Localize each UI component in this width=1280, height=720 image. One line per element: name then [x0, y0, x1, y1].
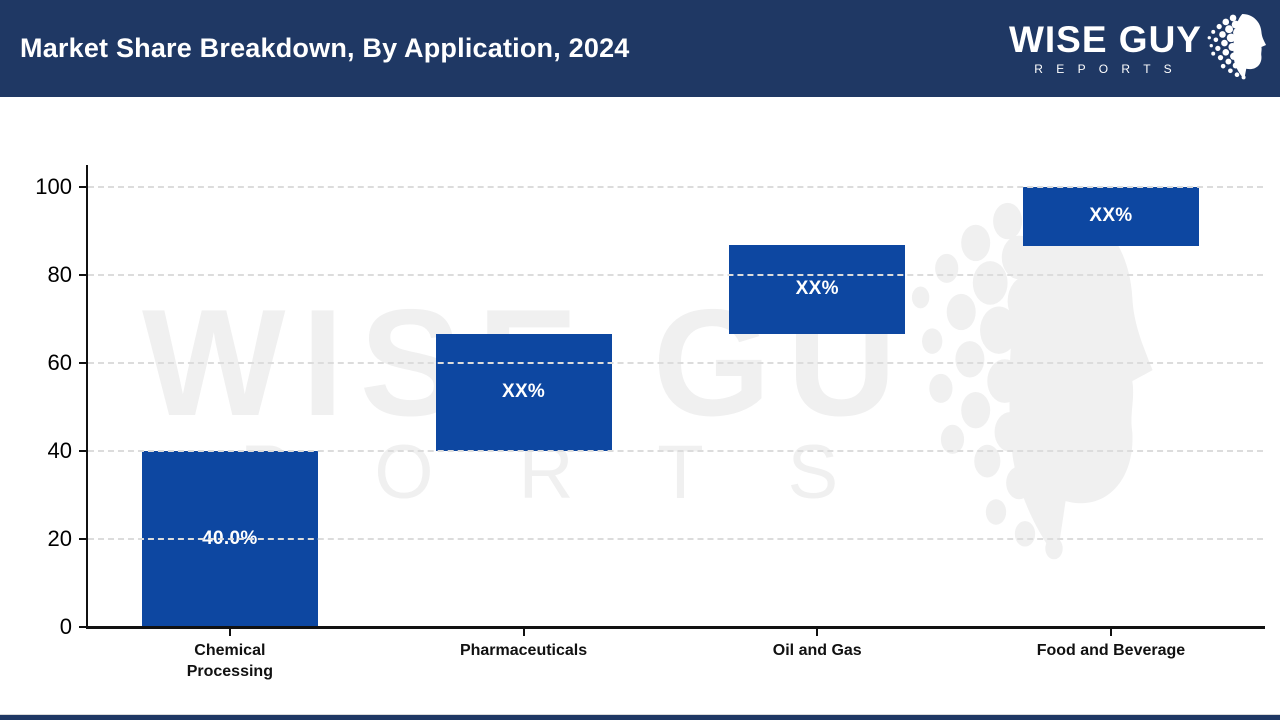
y-tick-mark-80 — [79, 274, 87, 276]
x-tick-mark-chemical-processing — [228, 629, 231, 636]
bar-oil-and-gas: XX% — [729, 244, 906, 334]
watermark-face-icon — [911, 199, 1153, 560]
x-tick-mark-oil-and-gas — [816, 629, 819, 636]
header: Market Share Breakdown, By Application, … — [0, 0, 1280, 97]
wise-guy-reports-logo: WISE GUY R E P O R T S — [1009, 9, 1280, 89]
gridline-100 — [88, 186, 1263, 188]
bar-food-and-beverage: XX% — [1022, 187, 1199, 246]
chart-title: Market Share Breakdown, By Application, … — [20, 33, 630, 63]
gridline-40 — [88, 450, 1263, 452]
y-tick-mark-0 — [79, 626, 87, 628]
y-tick-label-80: 80 — [47, 262, 72, 287]
x-category-label-pharmaceuticals: Pharmaceuticals — [459, 642, 588, 659]
y-tick-mark-100 — [79, 186, 87, 188]
gridline-20 — [88, 538, 1263, 540]
y-tick-mark-40 — [79, 450, 87, 452]
y-tick-label-0: 0 — [59, 614, 72, 639]
x-tick-mark-pharmaceuticals — [522, 629, 525, 636]
bar-value-label-food-and-beverage: XX% — [1089, 205, 1133, 227]
x-tick-mark-food-and-beverage — [1109, 629, 1112, 636]
logo-wordmark: WISE GUY — [1008, 19, 1202, 60]
y-tick-label-60: 60 — [47, 350, 72, 375]
x-category-label-oil-and-gas: Oil and Gas — [772, 642, 862, 659]
x-category-label-chemical-processing: Chemical Processing — [186, 642, 273, 680]
gridline-60 — [88, 362, 1263, 364]
x-axis — [86, 626, 1265, 629]
y-tick-label-100: 100 — [35, 174, 72, 199]
logo-face-icon — [1207, 13, 1267, 79]
logo-text: WISE GUY R E P O R T S — [1009, 21, 1202, 76]
y-tick-mark-20 — [79, 538, 87, 540]
bar-value-label-pharmaceuticals: XX% — [501, 381, 546, 403]
y-tick-label-20: 20 — [47, 526, 72, 551]
logo-subtext: R E P O R T S — [1034, 62, 1177, 76]
x-category-label-food-and-beverage: Food and Beverage — [1036, 642, 1186, 659]
y-axis — [86, 165, 88, 628]
footer-bar — [0, 715, 1280, 720]
y-tick-label-40: 40 — [47, 438, 72, 463]
bar-value-label-oil-and-gas: XX% — [795, 278, 839, 300]
footer-divider — [0, 714, 1280, 715]
y-tick-mark-60 — [79, 362, 87, 364]
gridline-80 — [88, 274, 1263, 276]
bar-pharmaceuticals: XX% — [435, 333, 612, 451]
